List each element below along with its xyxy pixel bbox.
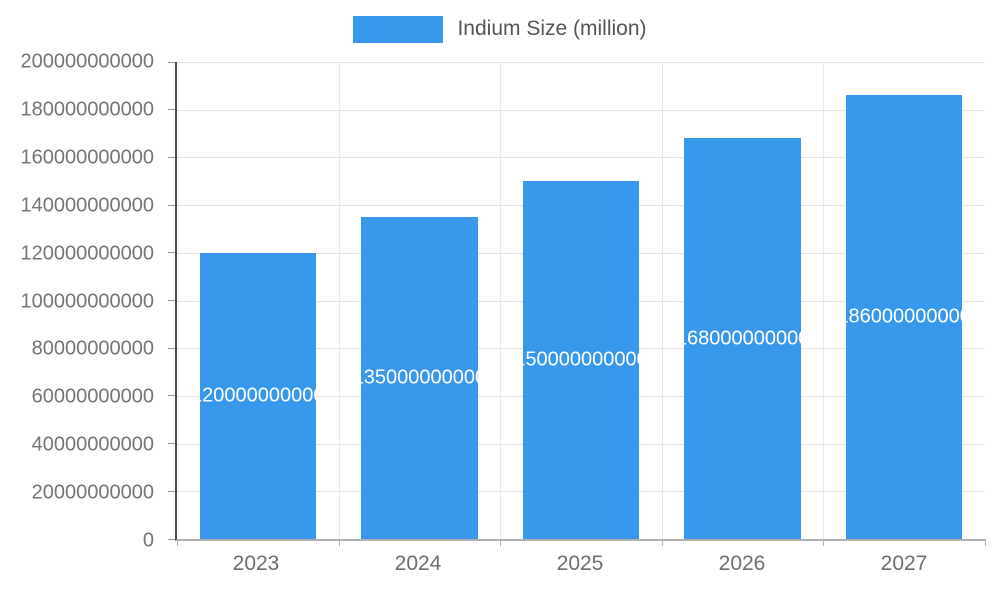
plot-area: 120000000000 135000000000 150000000000 1680… xyxy=(168,61,986,546)
legend-label: Indium Size (million) xyxy=(457,17,647,40)
y-tick-label: 120000000000 xyxy=(20,242,154,265)
y-axis-tick-mark xyxy=(168,538,175,540)
bar-2024[interactable]: 135000000000 xyxy=(361,217,478,539)
y-tick-label: 80000000000 xyxy=(31,337,154,360)
gridline-horizontal xyxy=(177,62,985,63)
bar-slot: 150000000000 xyxy=(500,62,662,539)
gridline-horizontal xyxy=(177,109,985,111)
y-axis-tick-mark xyxy=(168,156,175,158)
bar-slot: 135000000000 xyxy=(339,62,501,539)
y-tick-label: 160000000000 xyxy=(20,146,154,169)
gridline-vertical xyxy=(338,62,340,539)
bar-slot: 168000000000 xyxy=(662,62,824,539)
x-axis-tick-mark xyxy=(500,539,502,546)
x-axis-tick-mark xyxy=(338,539,340,546)
gridline-horizontal xyxy=(177,157,985,159)
bar-2023[interactable]: 120000000000 xyxy=(199,252,316,539)
x-axis-category-label: 2027 xyxy=(880,552,928,575)
y-tick-label: 200000000000 xyxy=(20,50,154,73)
bar-value-label: 135000000000 xyxy=(361,366,477,389)
y-tick-label: 40000000000 xyxy=(31,433,154,456)
y-axis-tick-mark xyxy=(168,395,175,397)
y-tick-label: 0 xyxy=(142,529,154,552)
bar-value-label: 186000000000 xyxy=(846,305,962,328)
y-tick-label: 20000000000 xyxy=(31,481,154,504)
chart-legend[interactable]: Indium Size (million) xyxy=(0,14,1000,44)
y-tick-label: 60000000000 xyxy=(31,385,154,408)
y-axis-tick-mark xyxy=(168,347,175,349)
y-axis-tick-mark xyxy=(168,300,175,301)
bar-2026[interactable]: 168000000000 xyxy=(684,138,801,539)
gridline-vertical xyxy=(661,62,663,539)
x-axis-tick-mark xyxy=(177,539,178,546)
y-axis-labels: 0 20000000000 40000000000 60000000000 800000… xyxy=(0,51,162,552)
gridline-vertical xyxy=(500,62,502,539)
y-axis-tick-mark xyxy=(168,61,175,63)
y-tick-label: 140000000000 xyxy=(20,194,154,217)
x-axis-tick-mark xyxy=(823,539,825,546)
x-axis-category-label: 2023 xyxy=(232,552,280,575)
bar-value-label: 168000000000 xyxy=(684,327,800,350)
y-tick-label: 180000000000 xyxy=(20,98,154,121)
y-axis-tick-mark xyxy=(168,490,175,492)
x-axis-category-label: 2026 xyxy=(718,552,766,575)
y-axis-tick-mark xyxy=(168,109,175,111)
bar-value-label: 120000000000 xyxy=(200,384,316,407)
x-axis-category-label: 2025 xyxy=(556,552,604,575)
y-axis-tick-mark xyxy=(168,204,175,206)
bar-slot: 186000000000 xyxy=(823,62,985,539)
y-tick-label: 100000000000 xyxy=(20,290,154,312)
y-axis-tick-mark xyxy=(168,252,175,254)
legend-swatch-icon xyxy=(353,15,444,43)
bar-2025[interactable]: 150000000000 xyxy=(522,181,640,539)
gridline-vertical xyxy=(823,62,825,539)
x-axis-tick-mark xyxy=(985,539,986,546)
x-axis-tick-mark xyxy=(661,539,663,546)
bar-value-label: 150000000000 xyxy=(523,348,639,371)
y-axis-tick-mark xyxy=(168,443,175,445)
x-axis-category-label: 2024 xyxy=(394,552,442,575)
bar-2027[interactable]: 186000000000 xyxy=(846,95,963,539)
x-axis-labels: 2023 2024 2025 2026 2027 xyxy=(175,552,985,576)
bars-layer: 120000000000 135000000000 150000000000 1680… xyxy=(177,62,985,539)
bar-slot: 120000000000 xyxy=(177,62,339,539)
